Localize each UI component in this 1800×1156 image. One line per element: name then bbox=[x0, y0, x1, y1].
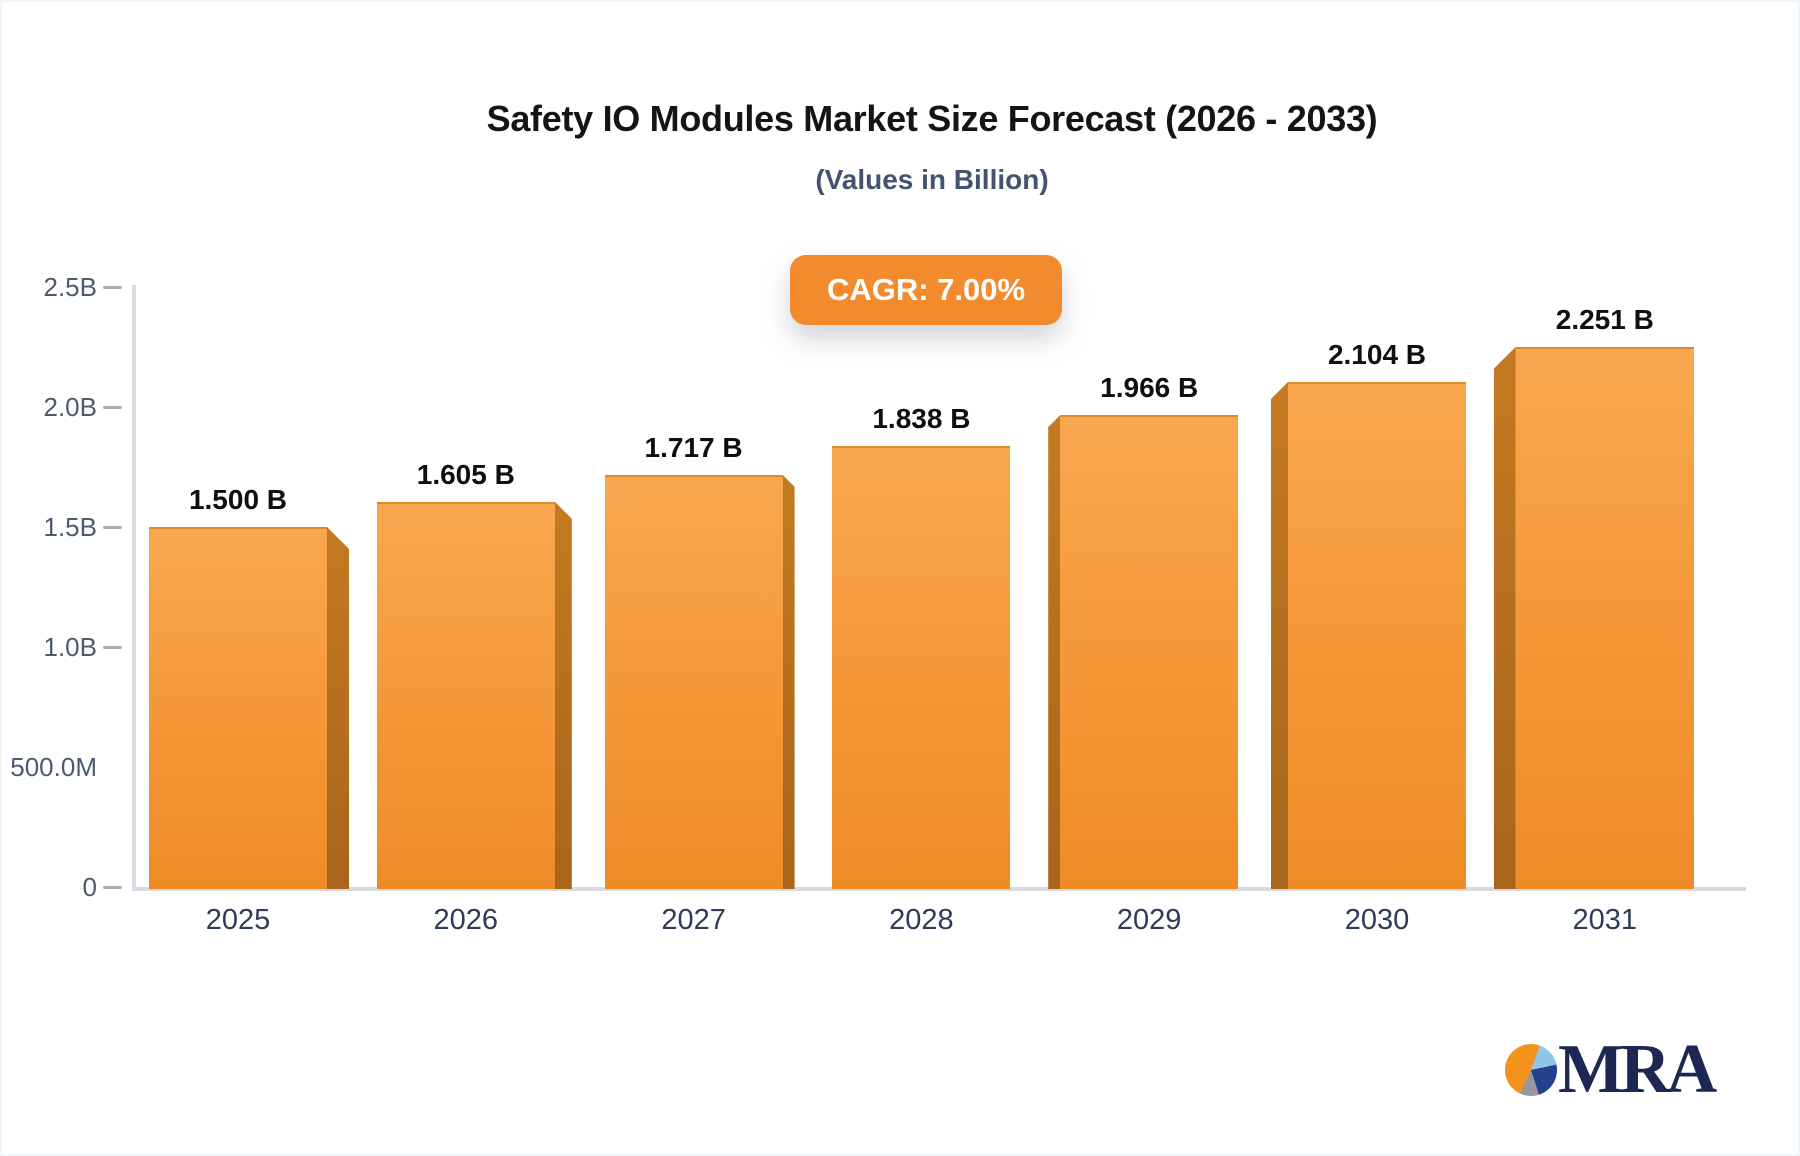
chart-subtitle: (Values in Billion) bbox=[815, 164, 1049, 195]
bar-2030 bbox=[1288, 382, 1466, 889]
y-axis-tick bbox=[103, 405, 122, 409]
bar-side-2031 bbox=[1493, 346, 1516, 889]
bar-value-2026: 1.605 B bbox=[416, 458, 515, 490]
y-axis-label: 500.0M bbox=[10, 752, 97, 782]
x-axis-label-2031: 2031 bbox=[1572, 904, 1638, 936]
bar-2025 bbox=[149, 527, 327, 889]
bar-2028 bbox=[832, 445, 1011, 889]
y-axis-tick bbox=[103, 885, 122, 889]
bar-2026 bbox=[376, 501, 555, 889]
cagr-badge: CAGR: 7.00% bbox=[790, 255, 1062, 325]
bar-2029 bbox=[1060, 415, 1239, 889]
y-axis-label: 0 bbox=[82, 872, 97, 902]
x-axis-label-2025: 2025 bbox=[205, 904, 271, 936]
bar-value-2025: 1.500 B bbox=[188, 484, 288, 515]
bar-side-2027 bbox=[782, 474, 795, 889]
chart-header: Safety IO Modules Market Size Forecast (… bbox=[72, 2, 1792, 196]
pie-chart-logo-icon bbox=[1505, 1044, 1557, 1096]
y-axis-label: 1.0B bbox=[43, 632, 98, 662]
x-axis-label-2030: 2030 bbox=[1344, 904, 1410, 936]
x-axis-line bbox=[132, 887, 1746, 891]
bar-side-2025 bbox=[327, 527, 349, 889]
bar-2027 bbox=[604, 474, 783, 889]
bar-value-2029: 1.966 B bbox=[1100, 372, 1199, 404]
bar-side-2030 bbox=[1271, 382, 1288, 889]
y-axis-label: 2.0B bbox=[43, 392, 98, 422]
y-axis-tick bbox=[103, 285, 122, 289]
x-axis-label-2026: 2026 bbox=[433, 904, 499, 936]
logo-text: MRA bbox=[1558, 1031, 1717, 1108]
y-axis-tick bbox=[103, 525, 122, 529]
y-axis-line bbox=[132, 285, 136, 891]
bar-value-2027: 1.717 B bbox=[644, 431, 743, 463]
y-axis-label: 1.5B bbox=[43, 512, 98, 542]
x-axis-label-2028: 2028 bbox=[889, 904, 954, 936]
bar-value-2028: 1.838 B bbox=[872, 402, 971, 434]
y-axis-tick bbox=[103, 645, 122, 649]
x-axis-label-2029: 2029 bbox=[1116, 904, 1182, 936]
bar-value-2031: 2.251 B bbox=[1555, 303, 1654, 335]
bar-value-2030: 2.104 B bbox=[1327, 339, 1427, 371]
y-axis-label: 2.5B bbox=[43, 272, 98, 302]
x-axis-label-2027: 2027 bbox=[661, 904, 726, 936]
bar-side-2029 bbox=[1048, 415, 1061, 889]
bar-side-2026 bbox=[554, 501, 572, 889]
bar-2031 bbox=[1515, 346, 1694, 889]
mra-logo: MRA bbox=[1505, 1031, 1717, 1108]
chart-title: Safety IO Modules Market Size Forecast (… bbox=[486, 98, 1378, 139]
